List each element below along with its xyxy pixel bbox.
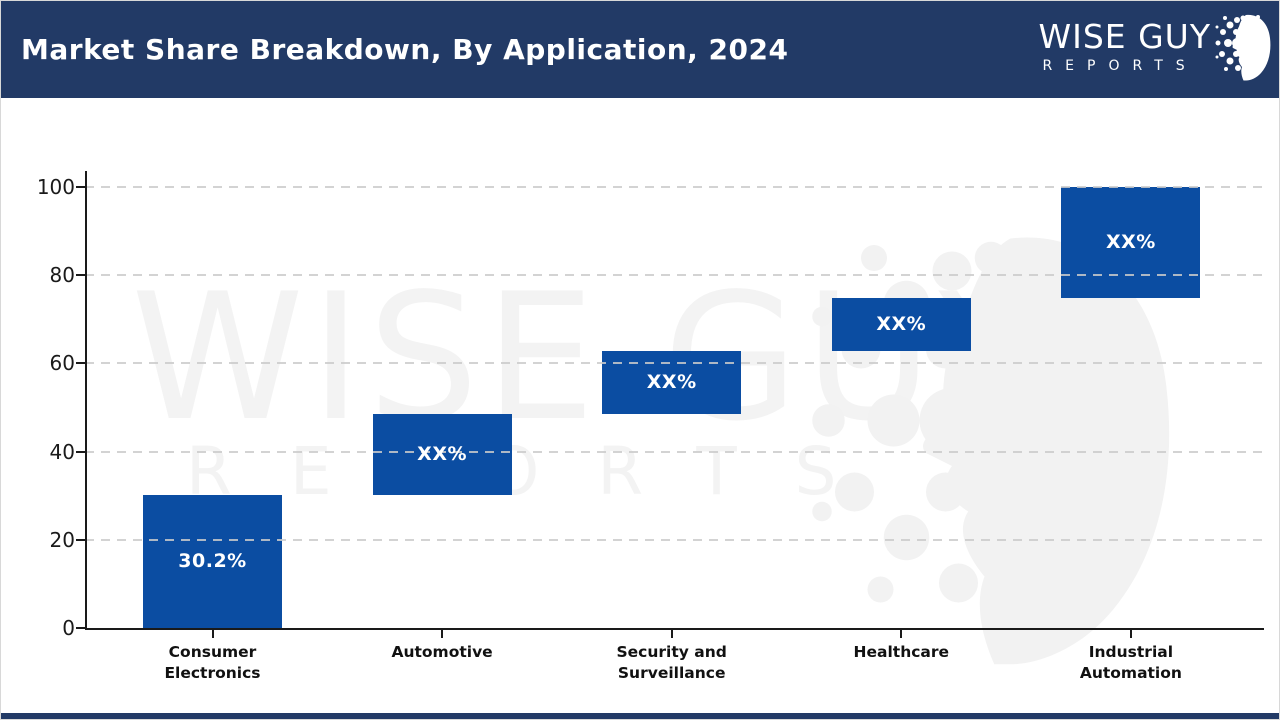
x-axis-line [85, 628, 1264, 630]
x-tick-mark [211, 630, 214, 638]
bar-value-label: XX% [646, 371, 697, 394]
logo-wordmark: WISE GUY REPORTS [1038, 20, 1211, 74]
x-tick-mark [670, 630, 673, 638]
x-category-label: Industrial Automation [1079, 643, 1182, 682]
y-tick-label: 100 [36, 175, 75, 199]
x-category-label: Healthcare [853, 643, 950, 661]
gridline-60 [85, 362, 1264, 365]
x-tick-mark [900, 630, 903, 638]
y-tick-mark [76, 274, 85, 277]
y-tick-label: 20 [49, 527, 75, 552]
bar-value-label: XX% [1105, 231, 1156, 253]
x-category-label: Security and Surveillance [616, 643, 727, 682]
y-tick-label: 80 [49, 263, 75, 288]
x-tick-mark [441, 630, 444, 638]
y-tick-label: 0 [62, 616, 75, 640]
y-axis-line [85, 171, 87, 630]
y-tick-mark [76, 362, 85, 365]
y-tick-label: 60 [49, 351, 75, 376]
y-tick-mark [76, 538, 85, 541]
logo-brand-name: WISE GUY [1038, 17, 1211, 57]
footer-bar [1, 713, 1279, 719]
y-tick-label: 40 [49, 439, 75, 464]
logo-brand-subtext: REPORTS [1042, 57, 1198, 74]
gridline-80 [85, 274, 1264, 277]
bar-value-label: 30.2% [178, 549, 247, 572]
gridline-20 [85, 538, 1264, 541]
bar-value-label: XX% [417, 443, 468, 466]
gridline-100 [85, 186, 1264, 188]
x-category-label: Consumer Electronics [164, 643, 261, 682]
x-tick-mark [1129, 630, 1132, 638]
bar-automotive [372, 414, 512, 495]
bar-consumer-electronics [143, 494, 282, 628]
bar-security-and-surveillance [602, 351, 742, 415]
y-tick-mark [76, 186, 85, 188]
header: Market Share Breakdown, By Application, … [1, 1, 1279, 98]
bar-value-label: XX% [876, 313, 927, 336]
y-tick-mark [76, 627, 85, 629]
gridline-40 [85, 450, 1264, 453]
y-tick-mark [76, 450, 85, 453]
x-category-label: Automotive [391, 643, 493, 661]
wiseguy-logo: WISE GUY REPORTS [1038, 7, 1273, 87]
page-title: Market Share Breakdown, By Application, … [21, 33, 789, 66]
